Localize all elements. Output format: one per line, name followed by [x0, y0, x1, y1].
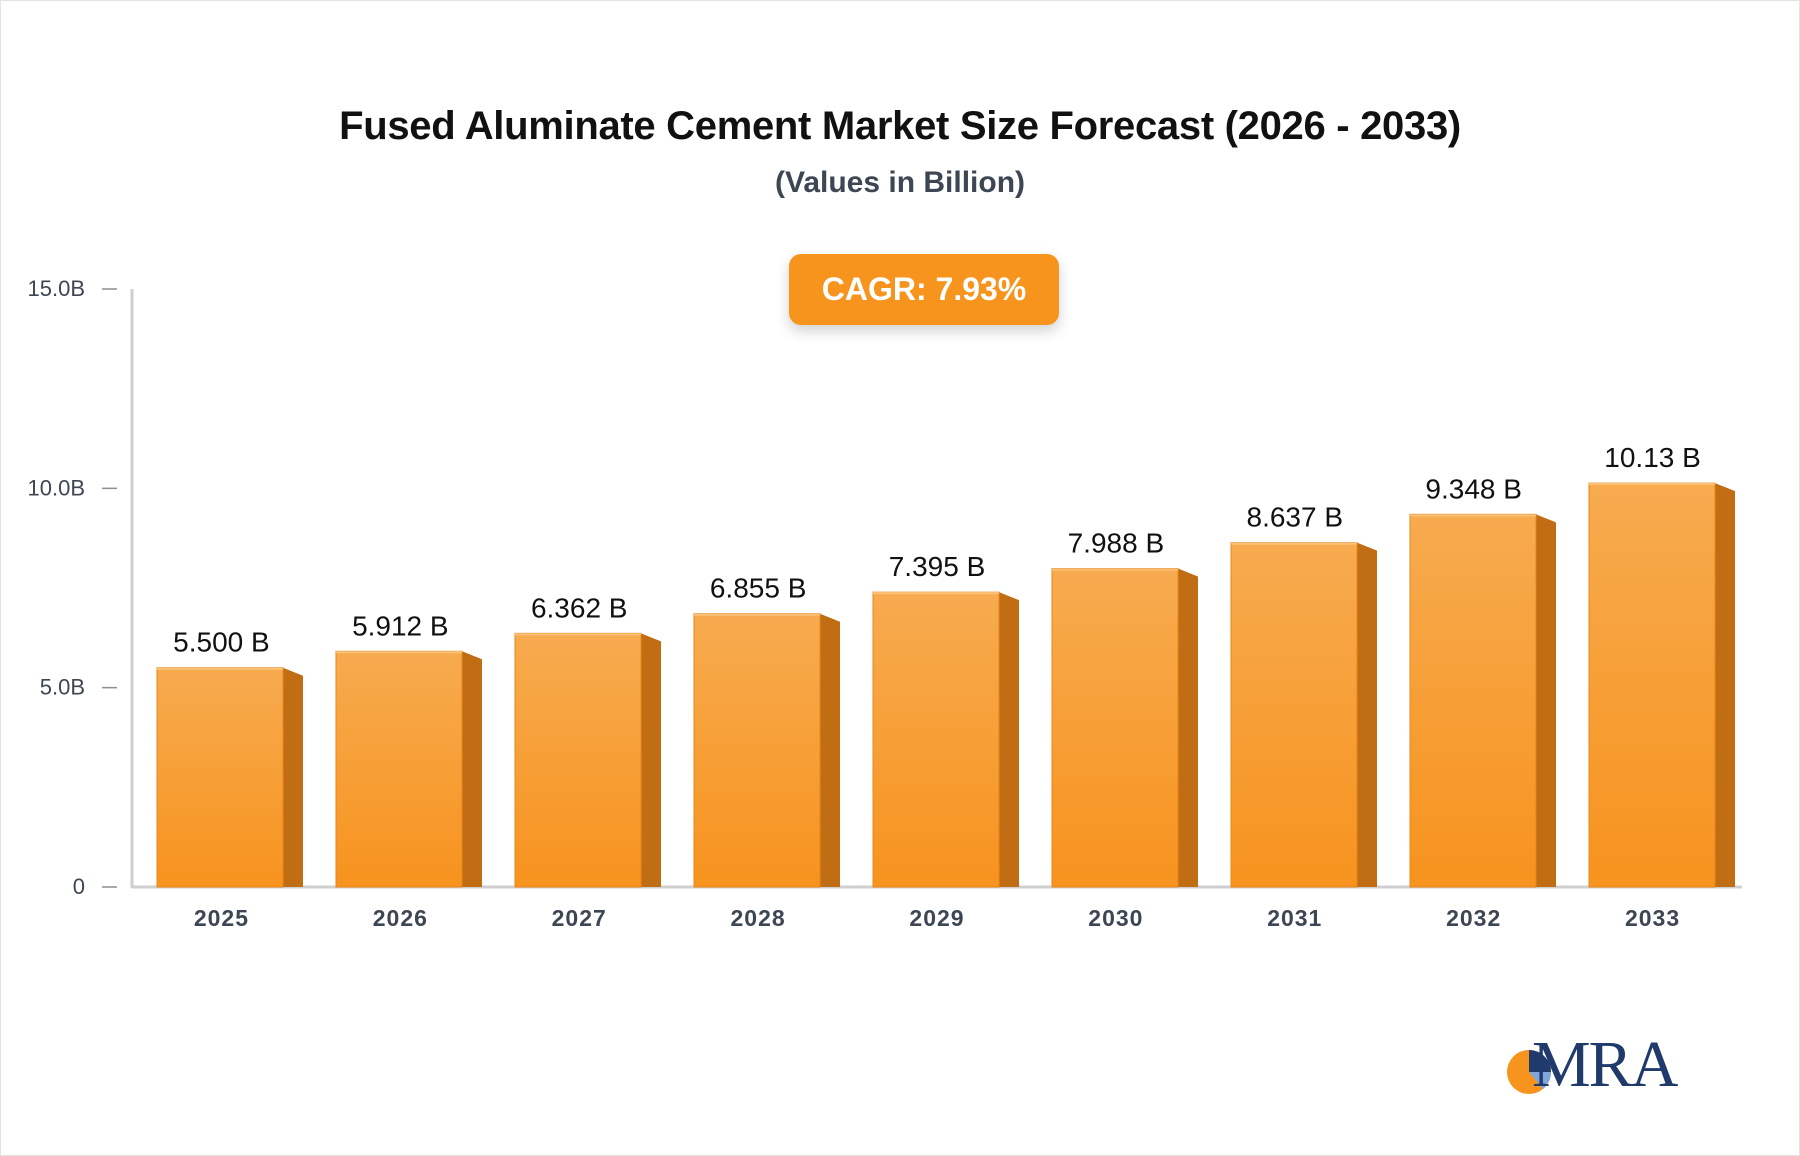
bar-side — [283, 667, 303, 887]
bar-value-label: 6.855 B — [710, 573, 807, 604]
x-tick-label: 2032 — [1446, 905, 1501, 931]
mra-logo-icon — [1507, 1050, 1551, 1094]
y-tick-label: 0 — [73, 874, 85, 899]
bar-side — [1536, 514, 1556, 887]
bar-side — [999, 592, 1019, 887]
x-tick-label: 2027 — [552, 905, 607, 931]
bar — [1230, 542, 1358, 888]
bar-side — [1715, 483, 1735, 887]
bar — [693, 613, 821, 888]
x-tick-label: 2026 — [373, 905, 428, 931]
bar-value-label: 5.912 B — [352, 610, 449, 641]
bar — [1588, 482, 1716, 888]
chart-title: Fused Aluminate Cement Market Size Forec… — [339, 104, 1461, 148]
bar-side — [1357, 542, 1377, 887]
bar-value-label: 9.348 B — [1425, 473, 1522, 504]
x-tick-label: 2033 — [1625, 905, 1680, 931]
bar-side — [641, 633, 661, 887]
bar — [1409, 513, 1537, 888]
bar-side — [462, 651, 482, 887]
bar-value-label: 8.637 B — [1247, 502, 1344, 533]
cagr-badge: CAGR: 7.93% — [789, 254, 1059, 325]
bar-value-label: 10.13 B — [1604, 442, 1701, 473]
x-tick-label: 2031 — [1267, 905, 1322, 931]
chart-subtitle: (Values in Billion) — [774, 166, 1026, 199]
y-tick-label: 15.0B — [28, 276, 86, 301]
bar-value-label: 6.362 B — [531, 592, 628, 623]
bar-side — [820, 613, 840, 887]
bar-value-label: 7.988 B — [1068, 528, 1165, 559]
bar — [872, 591, 1000, 888]
y-tick-label: 10.0B — [28, 475, 86, 500]
bar — [1051, 568, 1179, 888]
x-tick-label: 2030 — [1088, 905, 1143, 931]
bar-value-label: 5.500 B — [173, 627, 270, 658]
bar-value-label: 7.395 B — [889, 551, 986, 582]
x-tick-label: 2029 — [909, 905, 964, 931]
bar — [335, 650, 463, 888]
x-tick-label: 2025 — [194, 905, 249, 931]
bar — [156, 667, 284, 888]
x-tick-label: 2028 — [731, 905, 786, 931]
logo-text: MRA — [1532, 1028, 1678, 1101]
bar-side — [1178, 568, 1198, 887]
bar — [514, 632, 642, 888]
y-tick-label: 5.0B — [40, 675, 85, 700]
